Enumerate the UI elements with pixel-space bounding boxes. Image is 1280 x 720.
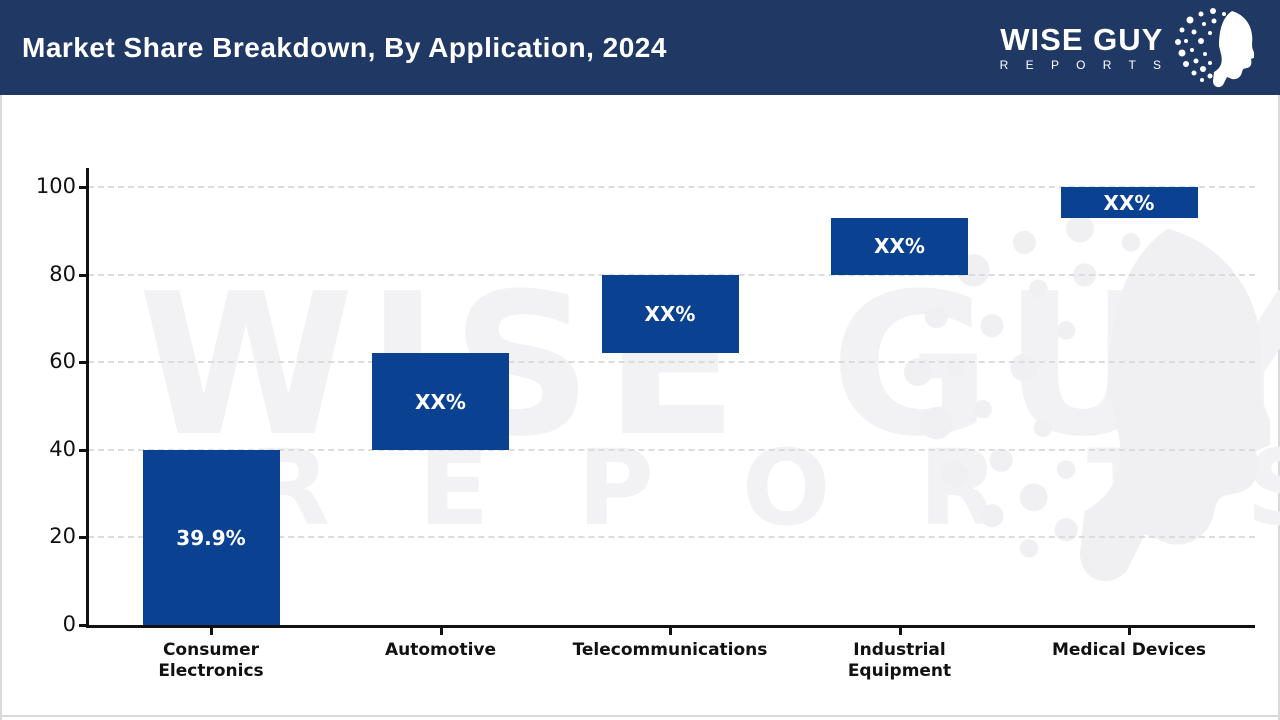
x-category-label-0: Consumer Electronics (158, 640, 264, 681)
y-tickmark-80 (79, 273, 86, 277)
bar-consumer-electronics: 39.9% (142, 450, 280, 625)
page-title: Market Share Breakdown, By Application, … (22, 31, 667, 63)
gridline-20 (88, 536, 1255, 539)
y-tick-label-60: 60 (49, 349, 76, 374)
y-tickmark-40 (79, 448, 86, 452)
gridline-40 (88, 448, 1255, 451)
head-profile-logo-icon (1175, 7, 1254, 87)
brand-logo: WISE GUY R E P O R T S (996, 7, 1254, 88)
y-tick-label-0: 0 (62, 612, 76, 636)
y-tickmark-0 (79, 624, 86, 627)
bar-automotive: XX% (372, 352, 509, 451)
y-axis-line (86, 168, 89, 628)
y-tickmark-60 (79, 361, 86, 365)
y-tickmark-100 (79, 186, 86, 190)
bar-value-label: XX% (874, 234, 925, 259)
y-tick-label-100: 100 (35, 174, 76, 199)
y-tick-label-40: 40 (49, 436, 76, 461)
bar-medical-devices: XX% (1060, 187, 1198, 218)
bar-value-label: 39.9% (176, 525, 246, 550)
x-category-label-2: Telecommunications (572, 640, 768, 660)
y-tickmark-20 (79, 536, 86, 540)
y-tick-label-20: 20 (49, 524, 76, 549)
x-axis-line (86, 625, 1255, 628)
x-category-label-3: Industrial Equipment (847, 640, 952, 681)
x-tickmark-3 (898, 628, 902, 635)
brand-logo-text: WISE GUY R E P O R T S (996, 24, 1168, 71)
x-tickmark-0 (210, 628, 213, 635)
gridline-60 (88, 361, 1255, 364)
y-tick-label-80: 80 (49, 261, 76, 286)
frame-bottom-border (0, 715, 1280, 717)
x-category-label-1: Automotive (384, 640, 497, 660)
bar-value-label: XX% (415, 389, 466, 414)
bar-value-label: XX% (644, 301, 696, 326)
header-bar: Market Share Breakdown, By Application, … (0, 0, 1280, 95)
watermark-head-profile (903, 214, 1270, 581)
bar-industrial-equipment: XX% (831, 217, 968, 275)
brand-name: WISE GUY (1000, 22, 1164, 57)
gridline-100 (88, 186, 1255, 189)
brand-subtitle: R E P O R T S (999, 58, 1168, 72)
x-tickmark-2 (669, 628, 672, 635)
bar-value-label: XX% (1103, 190, 1155, 215)
x-tickmark-1 (439, 628, 443, 635)
x-tickmark-4 (1128, 628, 1131, 635)
x-category-label-4: Medical Devices (1051, 640, 1206, 660)
bar-telecommunications: XX% (601, 274, 739, 353)
